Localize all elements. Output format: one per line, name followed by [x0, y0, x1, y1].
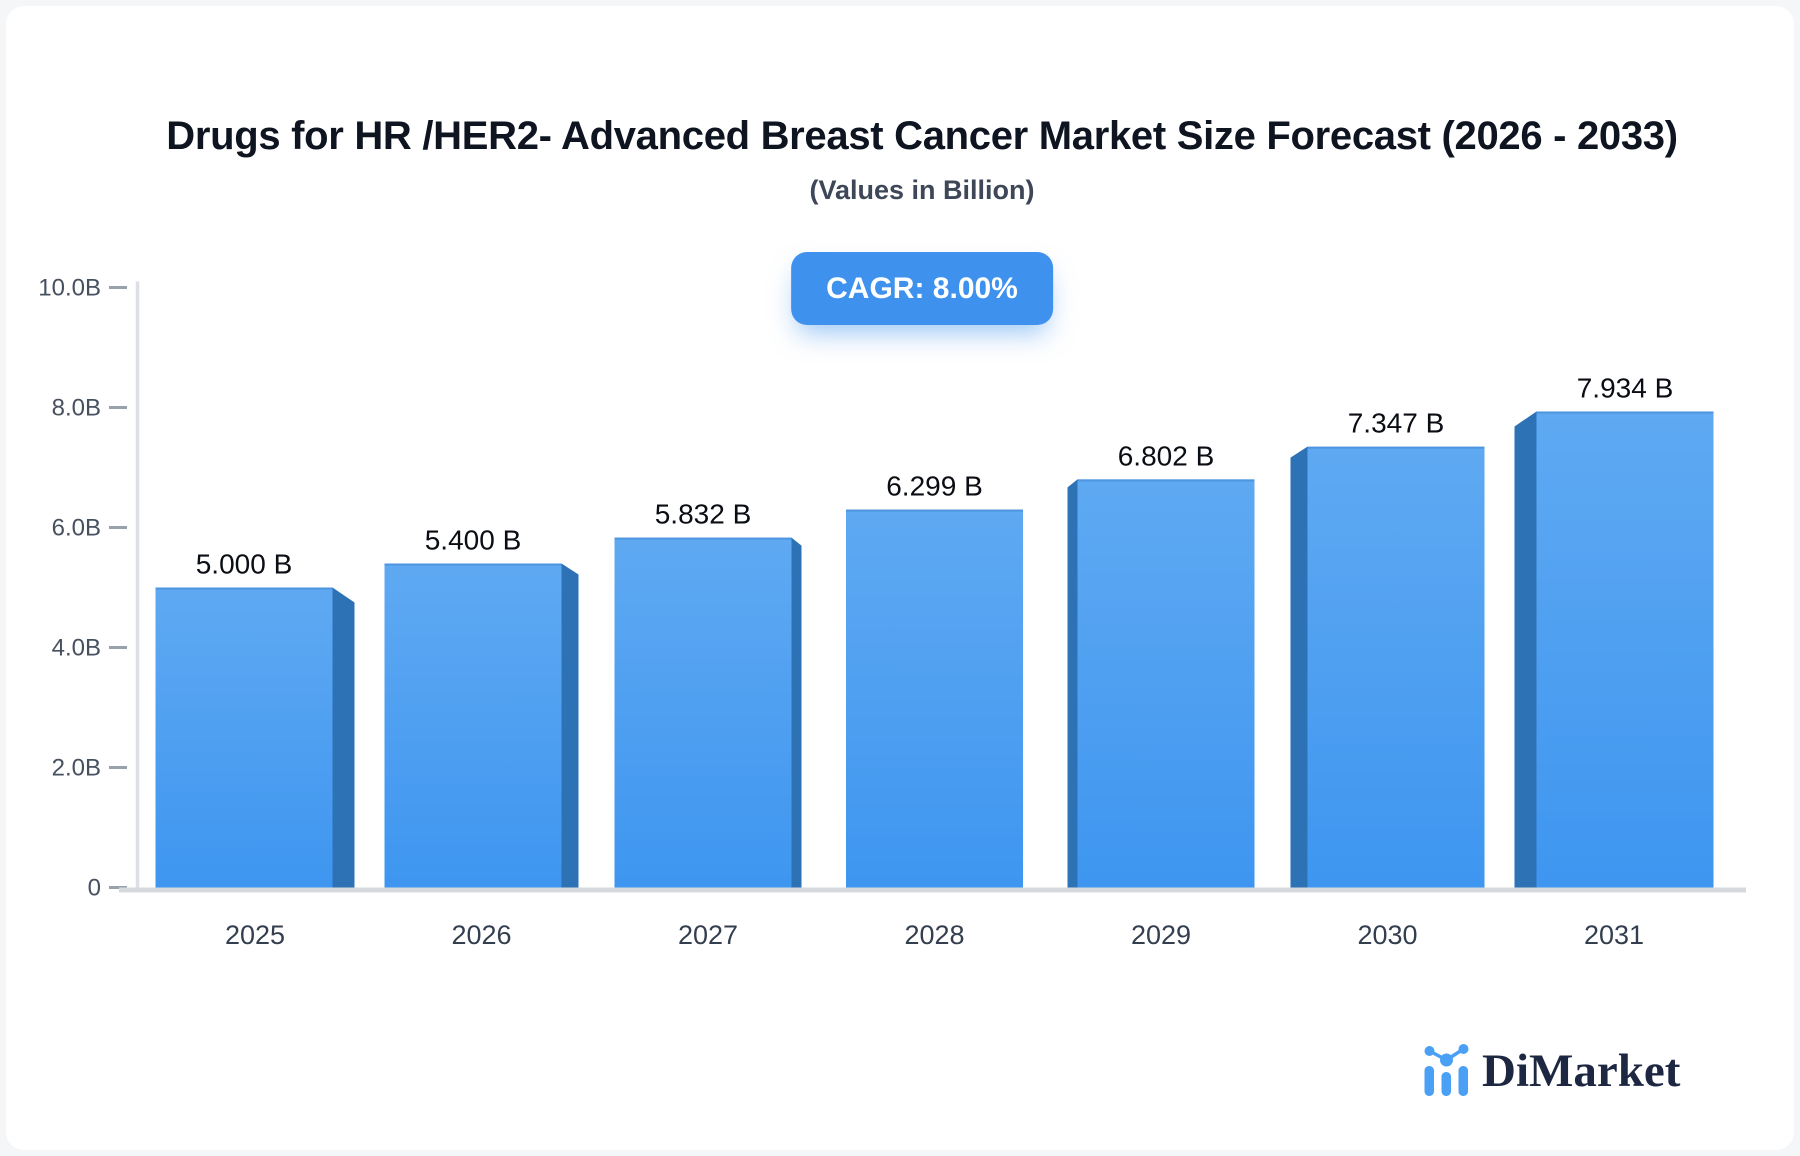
page-title: Drugs for HR /HER2- Advanced Breast Canc… — [166, 114, 1678, 158]
y-axis-label: 10.0B — [38, 275, 101, 302]
x-axis-label: 2030 — [1357, 920, 1417, 950]
mini-bar-chart-logo-icon — [1424, 1044, 1469, 1096]
bar-2030 — [1307, 446, 1485, 888]
bar-2029 — [1077, 479, 1255, 888]
bar-value-label: 5.400 B — [425, 525, 522, 556]
dimarket-logo-text: DiMarket — [1482, 1044, 1681, 1097]
bar-2031 — [1536, 411, 1714, 888]
bar-value-label: 6.299 B — [886, 471, 983, 502]
bar-side-bevel — [791, 537, 802, 888]
market-forecast-chart: 10.0B 8.0B 6.0B 4.0B 2.0B 0 5.000 B 2025 5.400 B… — [38, 275, 1746, 950]
y-axis-label: 4.0B — [52, 635, 101, 662]
x-axis-label: 2028 — [904, 920, 964, 950]
bar-2026 — [384, 563, 562, 888]
y-axis-label: 8.0B — [52, 395, 101, 422]
bar-value-label: 7.934 B — [1577, 372, 1674, 403]
y-axis-label: 2.0B — [52, 755, 101, 782]
chart-subtitle: (Values in Billion) — [809, 175, 1035, 205]
chart-card: 10.0B 8.0B 6.0B 4.0B 2.0B 0 5.000 B 2025 5.400 B… — [6, 6, 1794, 1150]
cagr-badge: CAGR: 8.00% — [791, 252, 1053, 325]
x-axis-label: 2027 — [678, 920, 738, 950]
bar-side-bevel — [1514, 411, 1537, 888]
x-axis-label: 2031 — [1584, 920, 1644, 950]
bar-value-label: 5.832 B — [655, 499, 752, 530]
bar-2028 — [846, 509, 1023, 888]
x-axis-label: 2025 — [225, 920, 285, 950]
bar-side-bevel — [1067, 479, 1078, 888]
x-axis-label: 2029 — [1131, 920, 1191, 950]
bar-value-label: 7.347 B — [1348, 408, 1445, 439]
y-axis-label: 0 — [88, 875, 101, 902]
y-axis-label: 6.0B — [52, 515, 101, 542]
bar-side-bevel — [561, 563, 579, 888]
bar-side-bevel — [1290, 446, 1308, 888]
bar-2025 — [155, 587, 333, 888]
x-axis-label: 2026 — [451, 920, 511, 950]
bar-value-label: 5.000 B — [196, 549, 293, 580]
bar-side-bevel — [332, 587, 355, 888]
dimarket-logo: DiMarket — [1422, 1042, 1680, 1100]
bar-2027 — [614, 537, 792, 888]
bar-value-label: 6.802 B — [1118, 440, 1215, 471]
